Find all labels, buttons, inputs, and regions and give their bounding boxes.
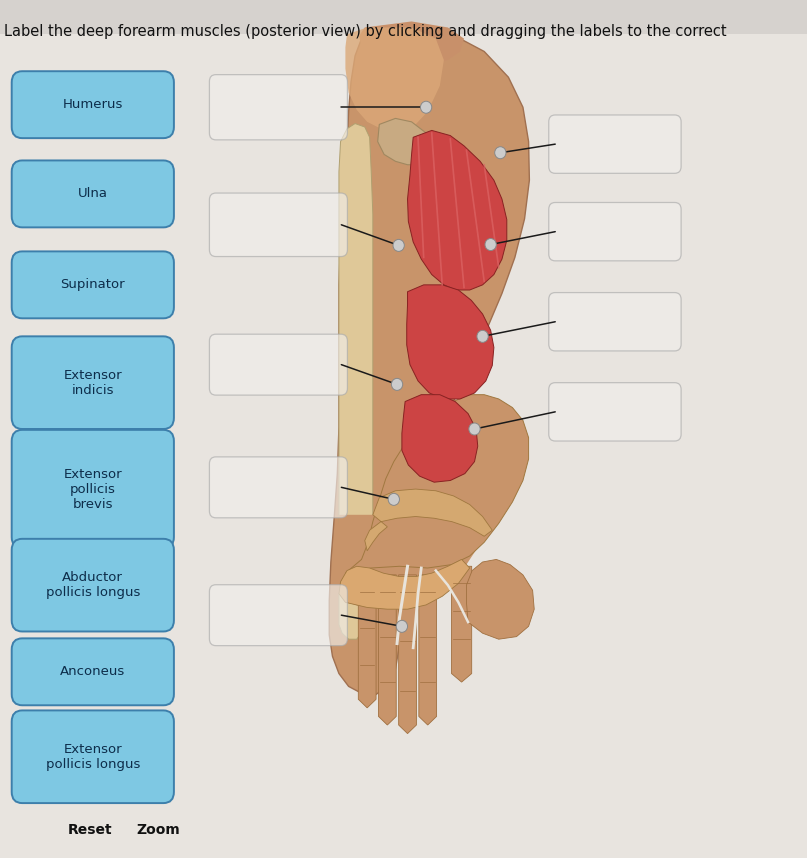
Polygon shape: [378, 118, 432, 165]
Circle shape: [420, 101, 432, 113]
Text: Zoom: Zoom: [136, 823, 180, 837]
FancyBboxPatch shape: [12, 710, 174, 803]
FancyBboxPatch shape: [12, 336, 174, 429]
Circle shape: [396, 620, 408, 632]
Text: Supinator: Supinator: [61, 278, 125, 292]
Polygon shape: [466, 559, 534, 639]
Text: Humerus: Humerus: [63, 98, 123, 112]
Polygon shape: [399, 575, 416, 734]
Polygon shape: [345, 395, 529, 573]
FancyBboxPatch shape: [549, 202, 681, 261]
Polygon shape: [345, 27, 444, 133]
Text: Abductor
pollicis longus: Abductor pollicis longus: [46, 571, 140, 599]
Text: Extensor
indicis: Extensor indicis: [64, 369, 122, 396]
Polygon shape: [452, 566, 471, 682]
FancyBboxPatch shape: [12, 539, 174, 631]
FancyBboxPatch shape: [12, 251, 174, 318]
FancyBboxPatch shape: [12, 160, 174, 227]
Polygon shape: [408, 130, 507, 290]
Polygon shape: [407, 285, 494, 399]
FancyBboxPatch shape: [0, 34, 807, 858]
FancyBboxPatch shape: [12, 71, 174, 138]
FancyBboxPatch shape: [12, 638, 174, 705]
Polygon shape: [332, 476, 488, 607]
Text: Extensor
pollicis
brevis: Extensor pollicis brevis: [64, 468, 122, 511]
FancyBboxPatch shape: [12, 430, 174, 548]
Polygon shape: [359, 21, 464, 67]
FancyBboxPatch shape: [209, 456, 347, 518]
Circle shape: [495, 147, 506, 159]
Polygon shape: [358, 575, 376, 708]
Polygon shape: [339, 124, 373, 639]
Circle shape: [393, 239, 404, 251]
Circle shape: [469, 423, 480, 435]
Polygon shape: [339, 559, 470, 609]
Text: Ulna: Ulna: [77, 187, 108, 201]
FancyBboxPatch shape: [209, 334, 347, 395]
FancyBboxPatch shape: [209, 585, 347, 646]
Text: Anconeus: Anconeus: [61, 665, 125, 679]
Circle shape: [485, 239, 496, 251]
Polygon shape: [419, 575, 437, 725]
Polygon shape: [378, 575, 396, 725]
FancyBboxPatch shape: [549, 293, 681, 351]
Circle shape: [388, 493, 399, 505]
FancyBboxPatch shape: [209, 75, 347, 140]
Polygon shape: [365, 489, 492, 551]
Text: Extensor
pollicis longus: Extensor pollicis longus: [46, 743, 140, 770]
Polygon shape: [402, 395, 478, 482]
Polygon shape: [329, 27, 529, 695]
FancyBboxPatch shape: [549, 115, 681, 173]
Text: Reset: Reset: [68, 823, 113, 837]
FancyBboxPatch shape: [549, 383, 681, 441]
Text: Label the deep forearm muscles (posterior view) by clicking and dragging the lab: Label the deep forearm muscles (posterio…: [4, 24, 726, 39]
FancyBboxPatch shape: [209, 193, 347, 257]
Circle shape: [391, 378, 403, 390]
Circle shape: [477, 330, 488, 342]
